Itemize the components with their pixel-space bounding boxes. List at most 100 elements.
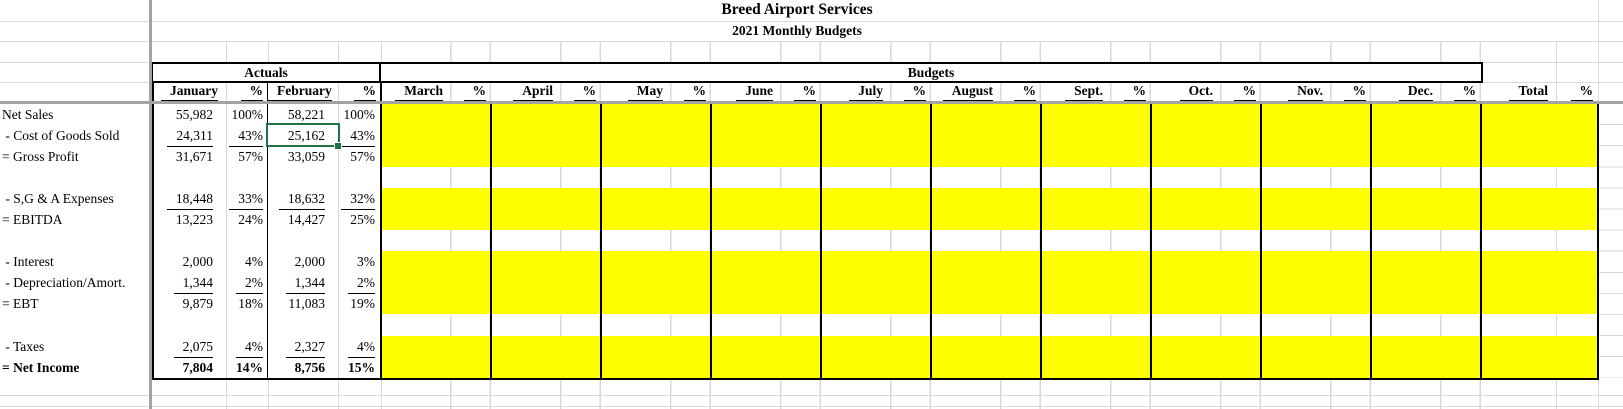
cell-feb-ebt[interactable]: 11,083: [288, 296, 325, 312]
cell-jan-pct-sga[interactable]: 33%: [226, 188, 268, 210]
cell-jan-pct-gross-profit[interactable]: 57%: [238, 148, 263, 164]
row-label[interactable]: - Depreciation/Amort.: [2, 275, 126, 291]
cell-feb-pct-ebt[interactable]: 19%: [350, 296, 375, 312]
row-label[interactable]: = Gross Profit: [2, 148, 79, 164]
cell-jan-pct-net-sales[interactable]: 100%: [231, 106, 264, 122]
col-header-total[interactable]: Total: [1481, 83, 1556, 101]
col-header-march-pct[interactable]: %: [451, 83, 491, 101]
row-label[interactable]: - Interest: [2, 254, 54, 270]
col-header-oct[interactable]: Oct.: [1151, 83, 1221, 101]
row-ebt: = EBT 9,879 18% 11,083 19%: [0, 293, 1623, 314]
group-header-actuals[interactable]: Actuals: [151, 61, 381, 83]
col-header-sept[interactable]: Sept.: [1041, 83, 1111, 101]
col-header-june[interactable]: June: [711, 83, 781, 101]
cell-jan-pct-interest[interactable]: 4%: [245, 254, 263, 270]
cell-feb-pct-taxes[interactable]: 4%: [338, 336, 381, 358]
cell-jan-pct-cogs[interactable]: 43%: [226, 125, 268, 147]
col-header-may[interactable]: May: [601, 83, 671, 101]
col-header-april[interactable]: April: [491, 83, 561, 101]
cell-jan-pct-net-income[interactable]: 14%: [236, 359, 263, 375]
col-header-sept-pct[interactable]: %: [1111, 83, 1151, 101]
col-header-august[interactable]: August: [931, 83, 1001, 101]
column-divider: [819, 103, 822, 378]
gridline-strip: [1599, 103, 1623, 378]
col-header-may-pct[interactable]: %: [671, 83, 711, 101]
cell-jan-gross-profit[interactable]: 31,671: [175, 148, 213, 164]
cell-jan-pct-ebt[interactable]: 18%: [238, 296, 263, 312]
cell-jan-pct-ebitda[interactable]: 24%: [238, 212, 263, 227]
cell-feb-pct-net-sales[interactable]: 100%: [343, 106, 376, 122]
cell-feb-pct-depreciation[interactable]: 2%: [338, 272, 381, 295]
cell-feb-sga[interactable]: 18,632: [268, 188, 338, 210]
cell-jan-taxes[interactable]: 2,075: [152, 336, 226, 358]
gridline-v: [226, 380, 227, 409]
cell-feb-pct-gross-profit[interactable]: 57%: [350, 148, 375, 164]
column-divider: [489, 103, 492, 378]
cell-feb-taxes[interactable]: 2,327: [268, 336, 338, 358]
cell-feb-interest[interactable]: 2,000: [294, 254, 325, 270]
group-header-budgets[interactable]: Budgets: [379, 61, 1483, 83]
col-header-dec-pct[interactable]: %: [1441, 83, 1481, 101]
cell-feb-net-sales[interactable]: 58,221: [287, 106, 325, 122]
cell-jan-cogs[interactable]: 24,311: [152, 125, 226, 147]
cell-feb-pct-cogs[interactable]: 43%: [338, 125, 381, 147]
budget-cells-sales-group[interactable]: [381, 103, 1598, 167]
gridline-v: [1556, 41, 1557, 101]
row-cogs: - Cost of Goods Sold 24,311 43% 25,162 4…: [0, 125, 1623, 147]
cell-feb-pct-interest[interactable]: 3%: [357, 254, 375, 270]
col-header-total-pct[interactable]: %: [1556, 83, 1598, 101]
row-label[interactable]: = Net Income: [2, 359, 80, 375]
cell-jan-sga[interactable]: 18,448: [152, 188, 226, 210]
column-divider: [1149, 103, 1152, 378]
table-border-left: [152, 83, 154, 381]
row-label[interactable]: - Cost of Goods Sold: [2, 127, 120, 143]
budget-cells-interest-group[interactable]: [381, 251, 1598, 315]
cell-jan-interest[interactable]: 2,000: [182, 254, 213, 270]
cell-jan-net-sales[interactable]: 55,982: [175, 106, 213, 122]
cell-jan-pct-taxes[interactable]: 4%: [226, 336, 268, 358]
row-label[interactable]: Net Sales: [2, 106, 54, 122]
column-divider: [1479, 103, 1482, 378]
cell-feb-pct-sga[interactable]: 32%: [338, 188, 381, 210]
cell-jan-pct-depreciation[interactable]: 2%: [226, 272, 268, 295]
cell-feb-net-income[interactable]: 8,756: [294, 359, 325, 375]
col-header-nov-pct[interactable]: %: [1331, 83, 1371, 101]
sheet-subtitle[interactable]: 2021 Monthly Budgets: [732, 22, 862, 38]
fill-handle[interactable]: [334, 141, 342, 150]
gridline-v: [268, 41, 269, 62]
col-header-august-pct[interactable]: %: [1001, 83, 1041, 101]
budget-cells-opex-group[interactable]: [381, 187, 1598, 231]
cell-jan-ebt[interactable]: 9,879: [182, 296, 213, 312]
budget-cells-taxes-group[interactable]: [381, 335, 1598, 378]
sheet-title[interactable]: Breed Airport Services: [721, 1, 873, 18]
cell-jan-net-income[interactable]: 7,804: [182, 359, 213, 375]
col-header-oct-pct[interactable]: %: [1221, 83, 1261, 101]
row-net-sales: Net Sales 55,982 100% 58,221 100%: [0, 104, 1623, 125]
cell-jan-ebitda[interactable]: 13,223: [175, 212, 213, 227]
cell-jan-depreciation[interactable]: 1,344: [152, 272, 226, 295]
row-label[interactable]: = EBITDA: [2, 212, 63, 227]
column-divider: [1039, 103, 1042, 378]
row-label[interactable]: - Taxes: [2, 338, 45, 354]
col-header-july-pct[interactable]: %: [891, 83, 931, 101]
cell-feb-gross-profit[interactable]: 33,059: [287, 148, 325, 164]
row-label[interactable]: = EBT: [2, 296, 39, 312]
row-label[interactable]: - S,G & A Expenses: [2, 190, 114, 206]
col-header-july[interactable]: July: [821, 83, 891, 101]
col-header-march[interactable]: March: [381, 83, 451, 101]
cell-feb-pct-net-income[interactable]: 15%: [348, 359, 375, 375]
col-header-february-pct[interactable]: %: [338, 83, 381, 101]
col-header-dec[interactable]: Dec.: [1371, 83, 1441, 101]
col-header-june-pct[interactable]: %: [781, 83, 821, 101]
col-header-january[interactable]: January: [152, 83, 226, 101]
column-divider: [599, 103, 602, 378]
cell-feb-pct-ebitda[interactable]: 25%: [350, 212, 375, 227]
col-header-nov[interactable]: Nov.: [1261, 83, 1331, 101]
col-header-april-pct[interactable]: %: [561, 83, 601, 101]
col-header-february[interactable]: February: [268, 83, 338, 101]
cell-feb-depreciation[interactable]: 1,344: [268, 272, 338, 295]
gridline-strip: [381, 83, 1481, 101]
cell-feb-ebitda[interactable]: 14,427: [287, 212, 325, 227]
col-header-january-pct[interactable]: %: [226, 83, 268, 101]
gridline-h: [1481, 61, 1623, 63]
